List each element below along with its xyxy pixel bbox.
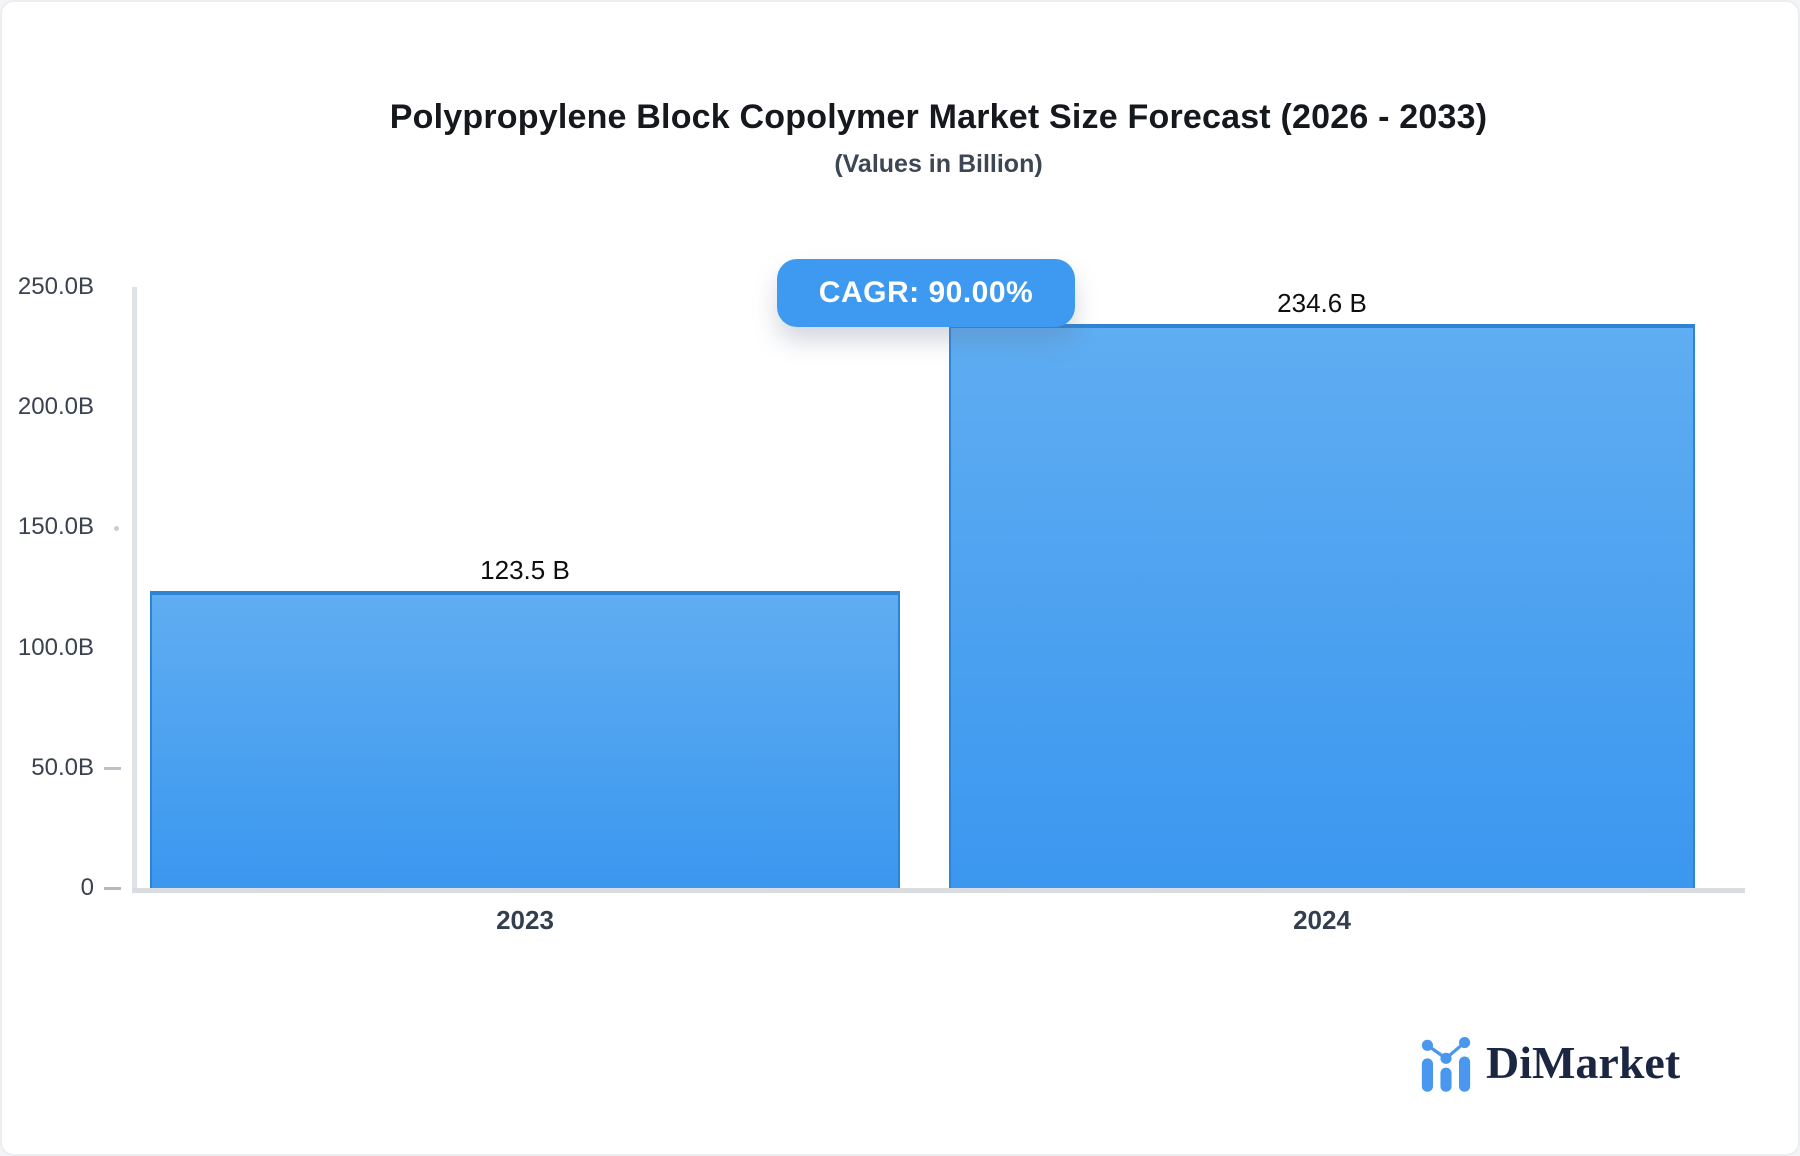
bar-value-label: 123.5 B [480, 555, 570, 585]
y-axis-line [132, 287, 137, 890]
bar-2024[interactable] [949, 324, 1695, 888]
brand-logo[interactable]: DiMarket [1420, 1034, 1680, 1092]
bar-value-label: 234.6 B [1277, 288, 1367, 318]
chart-subtitle: (Values in Billion) [834, 150, 1043, 178]
y-axis-tick-label: 200.0B [17, 393, 94, 420]
y-axis-tick-label: 150.0B [17, 513, 94, 540]
y-axis-tick-mark [104, 887, 121, 890]
y-axis-tick-label: 0 [80, 874, 94, 901]
chart-title: Polypropylene Block Copolymer Market Siz… [389, 98, 1488, 136]
y-axis-tick-label: 100.0B [17, 634, 94, 661]
cagr-badge: CAGR: 90.00% [777, 259, 1075, 327]
y-axis-tick-label: 50.0B [31, 754, 94, 781]
bar-2023[interactable] [150, 591, 900, 888]
y-axis-tick-mark [114, 526, 119, 531]
x-axis-label-2023: 2023 [496, 905, 554, 935]
y-axis-tick-mark [104, 767, 121, 770]
brand-name: DiMarket [1486, 1037, 1681, 1088]
bar-chart-logo-icon [1420, 1034, 1472, 1092]
x-axis-line [132, 888, 1745, 893]
x-axis-label-2024: 2024 [1293, 905, 1351, 935]
y-axis-tick-label: 250.0B [17, 273, 94, 300]
